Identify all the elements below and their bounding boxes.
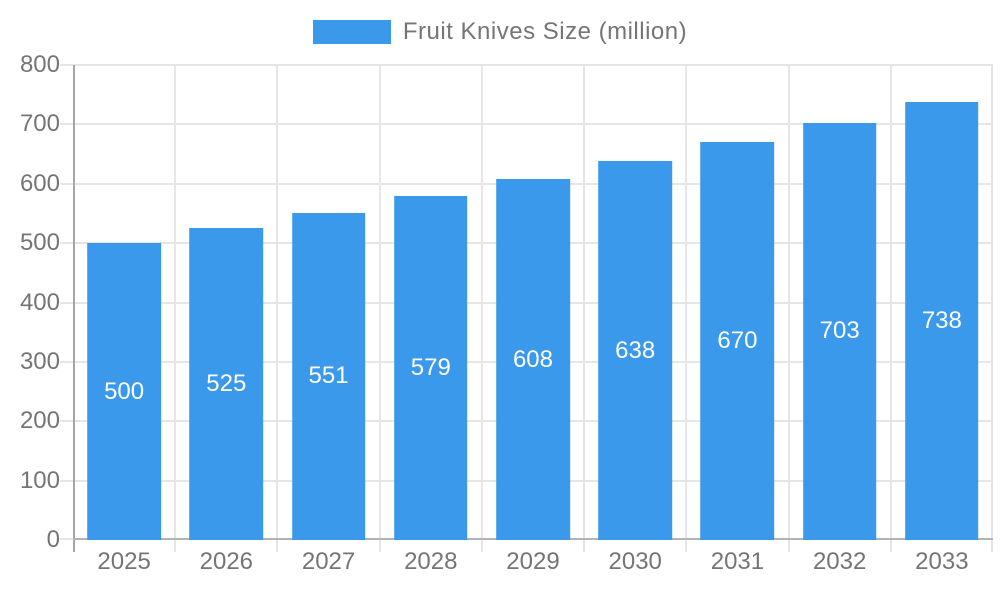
y-axis-label-600: 600	[19, 169, 60, 197]
gridline-x-3	[378, 65, 381, 540]
gridline-y-700	[60, 123, 993, 126]
x-tick-3	[378, 540, 381, 552]
bar-value-label: 703	[819, 317, 860, 345]
x-tick-1	[174, 540, 177, 552]
bar-2031[interactable]: 670	[700, 142, 775, 540]
x-axis-label-2026: 2026	[199, 548, 254, 575]
bar-value-label: 670	[717, 327, 758, 355]
gridline-x-9	[991, 65, 993, 540]
y-axis-labels: 0 100 200 300 400 500 600 700 800	[0, 51, 60, 553]
x-tick-4	[480, 540, 483, 552]
bar-cell-2029: 608	[482, 65, 584, 540]
x-tick-5	[583, 540, 586, 552]
legend-swatch	[312, 20, 391, 44]
x-tick-6	[685, 540, 688, 552]
bar-2032[interactable]: 703	[802, 122, 877, 540]
gridline-x-6	[685, 65, 688, 540]
y-axis-label-0: 0	[46, 526, 60, 553]
bar-cell-2031: 670	[686, 65, 788, 540]
gridline-x-4	[480, 65, 483, 540]
bar-value-label: 608	[512, 345, 554, 373]
bar-cell-2027: 551	[277, 65, 379, 540]
y-axis-label-300: 300	[19, 347, 60, 375]
gridline-y-800	[60, 64, 993, 66]
gridline-x-1	[174, 65, 177, 540]
bar-cell-2026: 525	[175, 65, 277, 540]
y-axis-label-500: 500	[19, 229, 60, 257]
x-axis-label-2032: 2032	[812, 548, 867, 575]
bar-2025[interactable]: 500	[87, 243, 161, 540]
bar-2029[interactable]: 608	[496, 179, 570, 540]
bar-cell-2030: 638	[584, 65, 686, 540]
x-tick-7	[787, 540, 790, 552]
bar-cell-2028: 579	[380, 65, 482, 540]
bar-cell-2025: 500	[73, 65, 175, 540]
bar-value-label: 638	[615, 336, 656, 364]
y-axis-label-100: 100	[19, 466, 60, 494]
plot-area: 500 525 551 579 608 638 670 703 738	[60, 64, 993, 552]
y-axis-label-400: 400	[19, 288, 60, 316]
bar-series: 500 525 551 579 608 638 670 703 738	[73, 65, 993, 540]
bar-2027[interactable]: 551	[291, 212, 366, 540]
x-axis-label-2033: 2033	[915, 548, 969, 575]
tick-y-0	[60, 538, 73, 540]
x-tick-2	[276, 540, 279, 552]
x-axis-label-2028: 2028	[404, 548, 458, 575]
x-axis-labels: 2025 2026 2027 2028 2029 2030 2031 2032 2033	[73, 548, 993, 576]
bar-cell-2033: 738	[891, 65, 993, 540]
x-axis-label-2031: 2031	[710, 548, 765, 575]
y-axis-label-700: 700	[19, 110, 60, 138]
bar-2033[interactable]: 738	[905, 101, 979, 540]
x-axis-label-2027: 2027	[301, 548, 356, 575]
x-axis-label-2030: 2030	[608, 548, 662, 575]
bar-2030[interactable]: 638	[598, 161, 672, 540]
gridline-x-5	[583, 65, 586, 540]
bar-value-label: 500	[104, 377, 145, 405]
gridline-x-8	[889, 65, 892, 540]
gridline-x-7	[787, 65, 790, 540]
x-axis-label-2029: 2029	[506, 548, 560, 575]
x-axis-label-2025: 2025	[97, 548, 151, 575]
y-axis-label-800: 800	[19, 51, 60, 78]
bar-value-label: 738	[921, 306, 962, 334]
y-axis-label-200: 200	[19, 407, 60, 435]
bar-2028[interactable]: 579	[393, 196, 468, 540]
bar-cell-2032: 703	[789, 65, 891, 540]
bar-value-label: 579	[410, 354, 451, 382]
x-tick-9	[991, 540, 993, 552]
legend-label: Fruit Knives Size (million)	[402, 18, 688, 45]
bar-2026[interactable]: 525	[189, 228, 264, 540]
x-tick-8	[889, 540, 892, 552]
bar-value-label: 551	[308, 362, 349, 390]
y-axis-line	[73, 65, 75, 552]
gridline-x-2	[276, 65, 279, 540]
bar-value-label: 525	[206, 370, 247, 398]
legend[interactable]: Fruit Knives Size (million)	[0, 18, 1000, 46]
